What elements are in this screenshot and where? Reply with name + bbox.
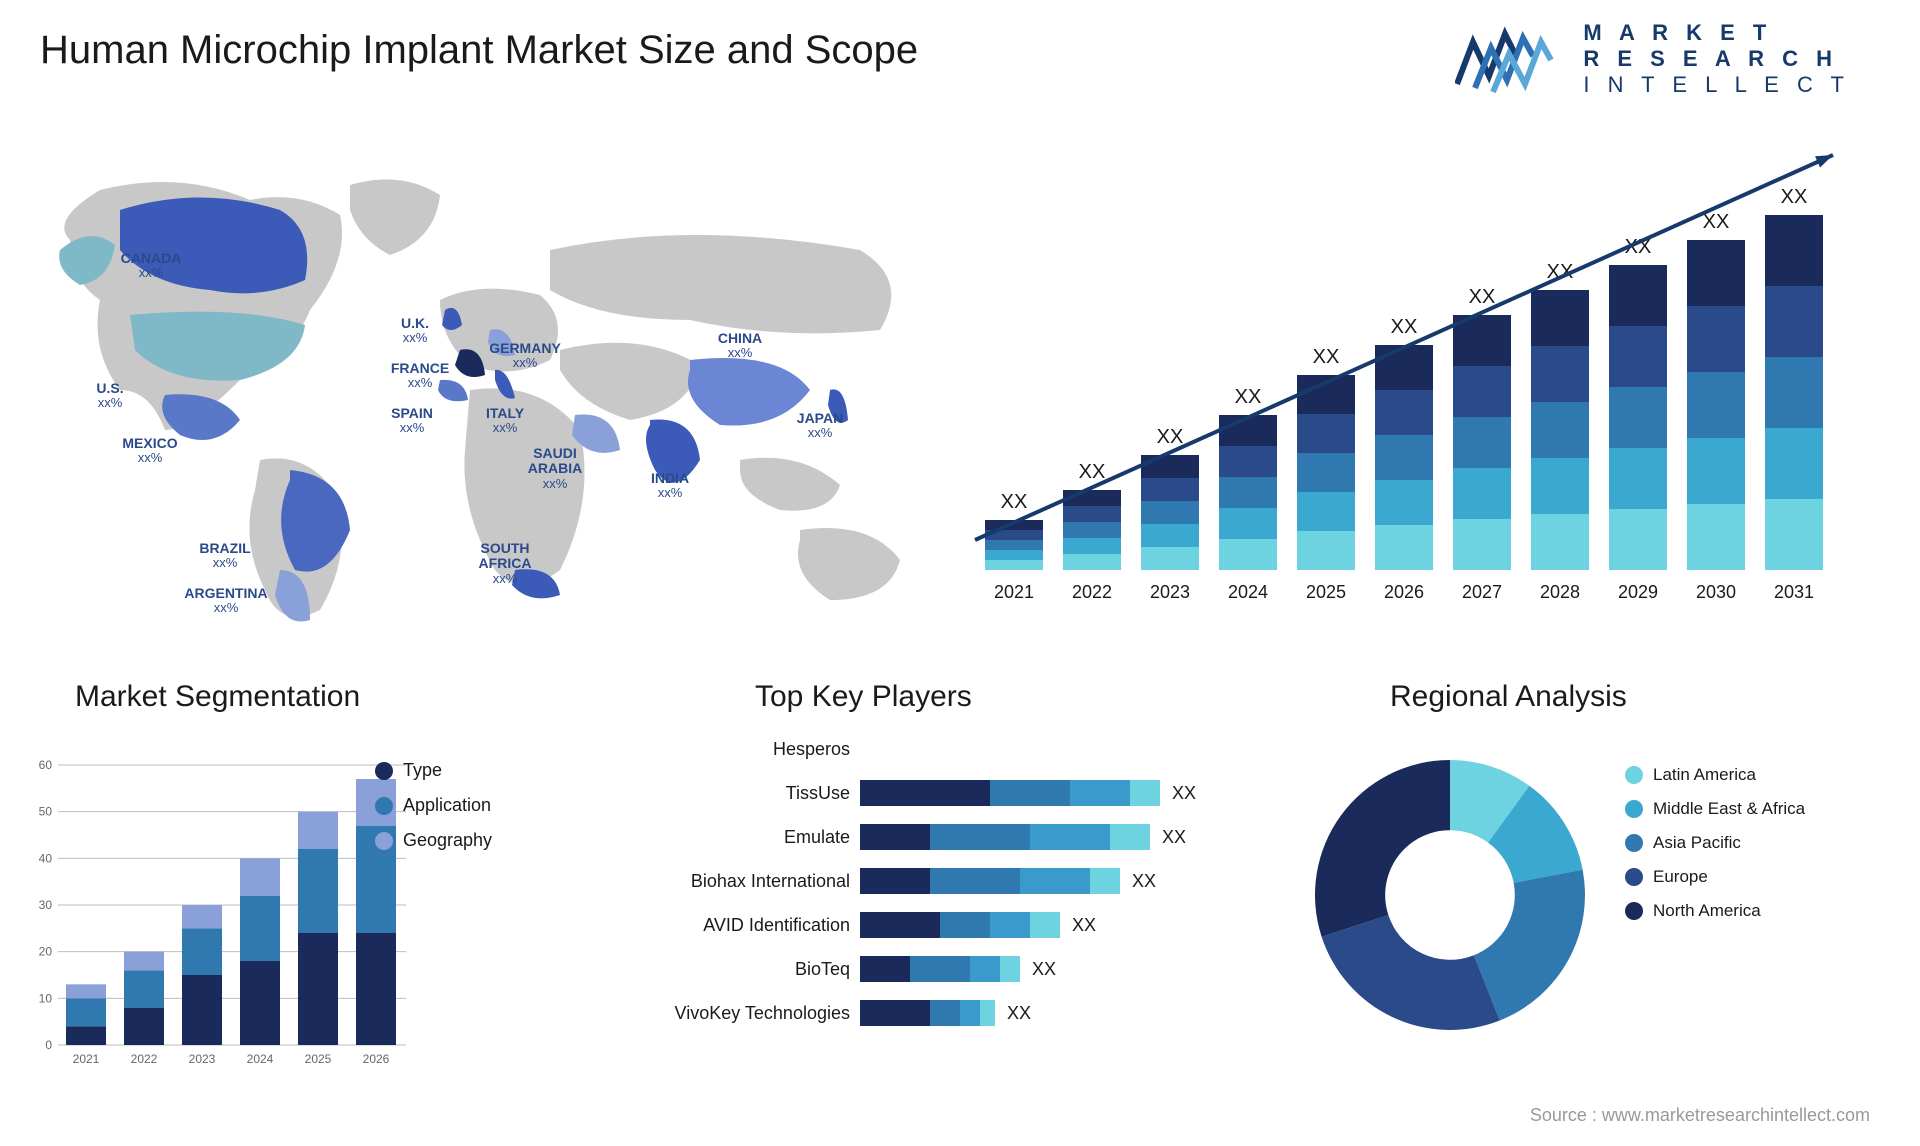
map-label-southafrica: SOUTH AFRICAxx% [460, 541, 550, 586]
svg-text:2027: 2027 [1462, 582, 1502, 602]
svg-text:2021: 2021 [994, 582, 1034, 602]
map-label-france: FRANCExx% [375, 361, 465, 391]
map-label-brazil: BRAZILxx% [180, 541, 270, 571]
logo-text: M A R K E T R E S E A R C H I N T E L L … [1583, 20, 1850, 98]
map-label-saudiarabia: SAUDI ARABIAxx% [510, 446, 600, 491]
region-legend-middle-east---africa: Middle East & Africa [1625, 799, 1805, 819]
world-map: CANADAxx% U.S.xx% MEXICOxx% BRAZILxx% ARGENT… [40, 130, 940, 630]
segmentation-legend: Type Application Geography [375, 760, 492, 865]
player-value: XX [1160, 783, 1196, 804]
player-name: VivoKey Technologies [625, 1003, 860, 1024]
map-label-argentina: ARGENTINAxx% [181, 586, 271, 616]
logo-line1: M A R K E T [1583, 20, 1850, 46]
svg-text:XX: XX [1781, 186, 1808, 208]
svg-text:XX: XX [1157, 426, 1184, 448]
svg-text:50: 50 [39, 805, 53, 819]
svg-text:XX: XX [1703, 211, 1730, 233]
page-title: Human Microchip Implant Market Size and … [40, 28, 918, 73]
svg-text:2022: 2022 [1072, 582, 1112, 602]
map-label-uk: U.K.xx% [370, 316, 460, 346]
player-name: Hesperos [625, 739, 860, 760]
svg-text:0: 0 [45, 1038, 52, 1052]
player-name: TissUse [625, 783, 860, 804]
player-bar [860, 956, 1020, 982]
svg-text:30: 30 [39, 898, 53, 912]
svg-text:2025: 2025 [1306, 582, 1346, 602]
map-label-japan: JAPANxx% [775, 411, 865, 441]
player-value: XX [1020, 959, 1056, 980]
map-label-china: CHINAxx% [695, 331, 785, 361]
svg-text:2029: 2029 [1618, 582, 1658, 602]
svg-text:XX: XX [1391, 316, 1418, 338]
svg-text:XX: XX [1313, 346, 1340, 368]
player-row: VivoKey Technologies XX [625, 999, 1275, 1027]
brand-logo: M A R K E T R E S E A R C H I N T E L L … [1455, 20, 1850, 98]
svg-text:2028: 2028 [1540, 582, 1580, 602]
source-text: Source : www.marketresearchintellect.com [1530, 1105, 1870, 1126]
player-bar [860, 1000, 995, 1026]
region-legend-asia-pacific: Asia Pacific [1625, 833, 1805, 853]
player-name: BioTeq [625, 959, 860, 980]
svg-text:XX: XX [1079, 461, 1106, 483]
player-bar [860, 912, 1060, 938]
map-label-spain: SPAINxx% [367, 406, 457, 436]
player-value: XX [1060, 915, 1096, 936]
svg-text:2026: 2026 [363, 1052, 390, 1066]
svg-text:60: 60 [39, 758, 53, 772]
map-label-india: INDIAxx% [625, 471, 715, 501]
logo-line2: R E S E A R C H [1583, 46, 1850, 72]
seg-legend-geography: Geography [375, 830, 492, 851]
players-title: Top Key Players [755, 680, 972, 714]
svg-text:XX: XX [1001, 491, 1028, 513]
player-row: AVID Identification XX [625, 911, 1275, 939]
player-bar [860, 780, 1160, 806]
logo-mark-icon [1455, 24, 1565, 94]
svg-text:2021: 2021 [73, 1052, 100, 1066]
svg-text:2023: 2023 [1150, 582, 1190, 602]
seg-legend-application: Application [375, 795, 492, 816]
svg-text:2030: 2030 [1696, 582, 1736, 602]
player-bar [860, 824, 1150, 850]
svg-text:2024: 2024 [1228, 582, 1268, 602]
seg-legend-type: Type [375, 760, 492, 781]
regional-donut [1300, 745, 1600, 1045]
players-chart: Hesperos TissUse XXEmulate XXBiohax Inte… [625, 735, 1275, 1043]
svg-text:2023: 2023 [189, 1052, 216, 1066]
map-label-germany: GERMANYxx% [480, 341, 570, 371]
region-legend-north-america: North America [1625, 901, 1805, 921]
svg-text:2026: 2026 [1384, 582, 1424, 602]
player-bar [860, 868, 1120, 894]
svg-text:XX: XX [1235, 386, 1262, 408]
svg-text:20: 20 [39, 945, 53, 959]
player-name: AVID Identification [625, 915, 860, 936]
player-row: TissUse XX [625, 779, 1275, 807]
logo-line3: I N T E L L E C T [1583, 72, 1850, 98]
svg-text:2025: 2025 [305, 1052, 332, 1066]
regional-legend: Latin America Middle East & Africa Asia Pa… [1625, 765, 1805, 935]
svg-text:2024: 2024 [247, 1052, 274, 1066]
player-row: BioTeq XX [625, 955, 1275, 983]
player-value: XX [1150, 827, 1186, 848]
svg-text:XX: XX [1469, 286, 1496, 308]
svg-text:40: 40 [39, 851, 53, 865]
player-row: Emulate XX [625, 823, 1275, 851]
map-label-italy: ITALYxx% [460, 406, 550, 436]
player-name: Emulate [625, 827, 860, 848]
map-label-mexico: MEXICOxx% [105, 436, 195, 466]
regional-title: Regional Analysis [1390, 680, 1627, 714]
svg-text:2022: 2022 [131, 1052, 158, 1066]
growth-bar-chart: 2021 XX 2022 XX 2023 XX 2024 XX 2025 XX 2026 XX 2027… [975, 150, 1855, 630]
map-label-canada: CANADAxx% [106, 251, 196, 281]
svg-text:2031: 2031 [1774, 582, 1814, 602]
player-row: Hesperos [625, 735, 1275, 763]
segmentation-title: Market Segmentation [75, 680, 360, 714]
player-value: XX [1120, 871, 1156, 892]
region-legend-latin-america: Latin America [1625, 765, 1805, 785]
region-legend-europe: Europe [1625, 867, 1805, 887]
player-value: XX [995, 1003, 1031, 1024]
svg-text:10: 10 [39, 991, 53, 1005]
player-row: Biohax International XX [625, 867, 1275, 895]
player-name: Biohax International [625, 871, 860, 892]
map-label-us: U.S.xx% [65, 381, 155, 411]
